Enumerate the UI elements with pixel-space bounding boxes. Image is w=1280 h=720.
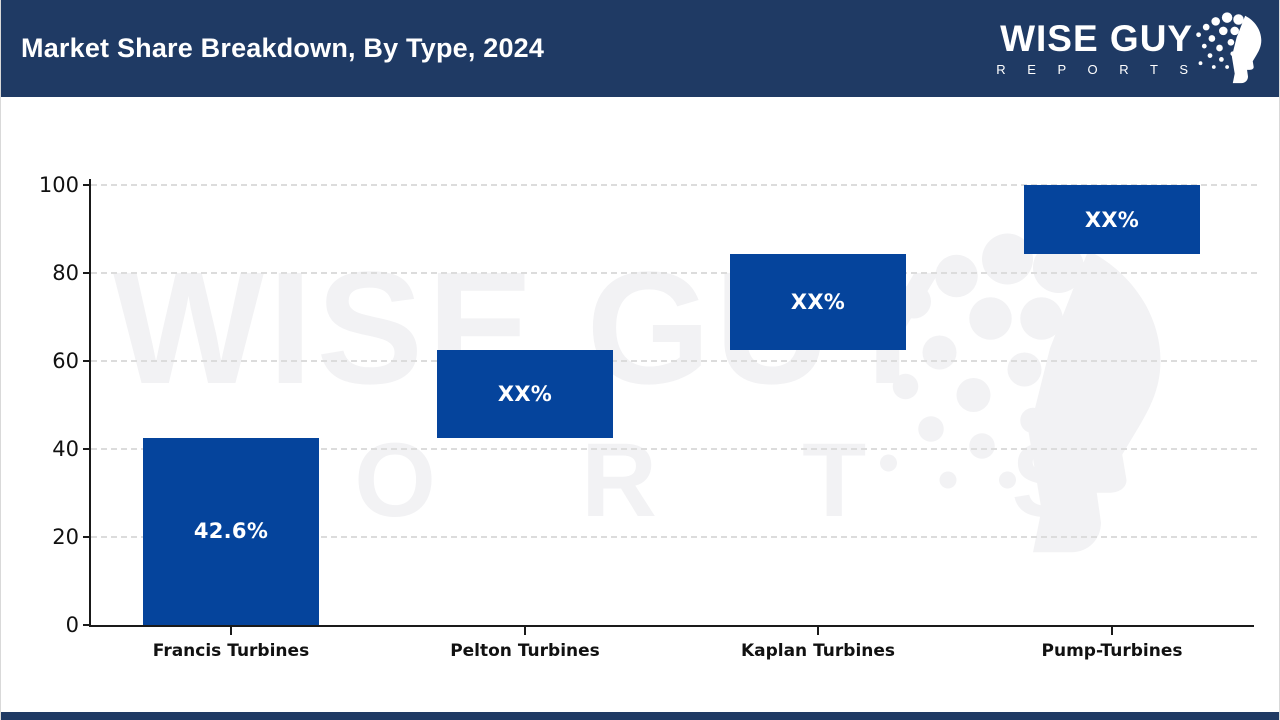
ytick-label-40: 40	[52, 437, 79, 461]
y-axis-line	[89, 179, 91, 627]
ytick-label-0: 0	[65, 613, 79, 637]
bar-pump-turbines: XX%	[1024, 185, 1200, 255]
xtick-mark-3	[1111, 627, 1113, 635]
gridline-y-100	[91, 184, 1257, 186]
x-axis-line	[89, 625, 1254, 627]
bar-francis-turbines: 42.6%	[143, 437, 319, 625]
dotted-head-profile-icon	[1196, 12, 1262, 84]
ytick-label-20: 20	[52, 525, 79, 549]
ytick-mark-0	[83, 624, 91, 626]
bar-value-label: XX%	[497, 381, 553, 406]
ytick-mark-60	[83, 360, 91, 362]
page-title: Market Share Breakdown, By Type, 2024	[21, 33, 545, 63]
gridline-y-60	[91, 360, 1257, 362]
bar-value-label: XX%	[1084, 207, 1140, 232]
ytick-mark-20	[83, 536, 91, 538]
bar-pelton-turbines: XX%	[437, 350, 613, 438]
ytick-label-80: 80	[52, 261, 79, 285]
footer-band	[1, 712, 1279, 720]
ytick-label-100: 100	[38, 173, 79, 197]
brand-logo-subtitle: R E P O R T S	[996, 62, 1197, 77]
xtick-mark-2	[817, 627, 819, 635]
ytick-mark-80	[83, 272, 91, 274]
header-band: Market Share Breakdown, By Type, 2024 WI…	[1, 0, 1279, 97]
gridline-y-20	[91, 536, 1257, 538]
xtick-mark-1	[524, 627, 526, 635]
xtick-mark-0	[230, 627, 232, 635]
gridline-y-40	[91, 448, 1257, 450]
ytick-mark-40	[83, 448, 91, 450]
xtick-label-3: Pump-Turbines	[1041, 641, 1183, 661]
xtick-label-2: Kaplan Turbines	[740, 641, 896, 661]
bar-value-label: 42.6%	[193, 519, 269, 544]
ytick-mark-100	[83, 184, 91, 186]
gridline-y-80	[91, 272, 1257, 274]
brand-logo: WISE GUY R E P O R T S	[996, 10, 1267, 86]
brand-logo-wordmark: WISE GUY	[1000, 18, 1194, 59]
xtick-label-0: Francis Turbines	[152, 641, 310, 661]
ytick-label-60: 60	[52, 349, 79, 373]
bar-kaplan-turbines: XX%	[730, 254, 906, 350]
xtick-label-1: Pelton Turbines	[450, 641, 600, 661]
bar-value-label: XX%	[790, 290, 846, 315]
